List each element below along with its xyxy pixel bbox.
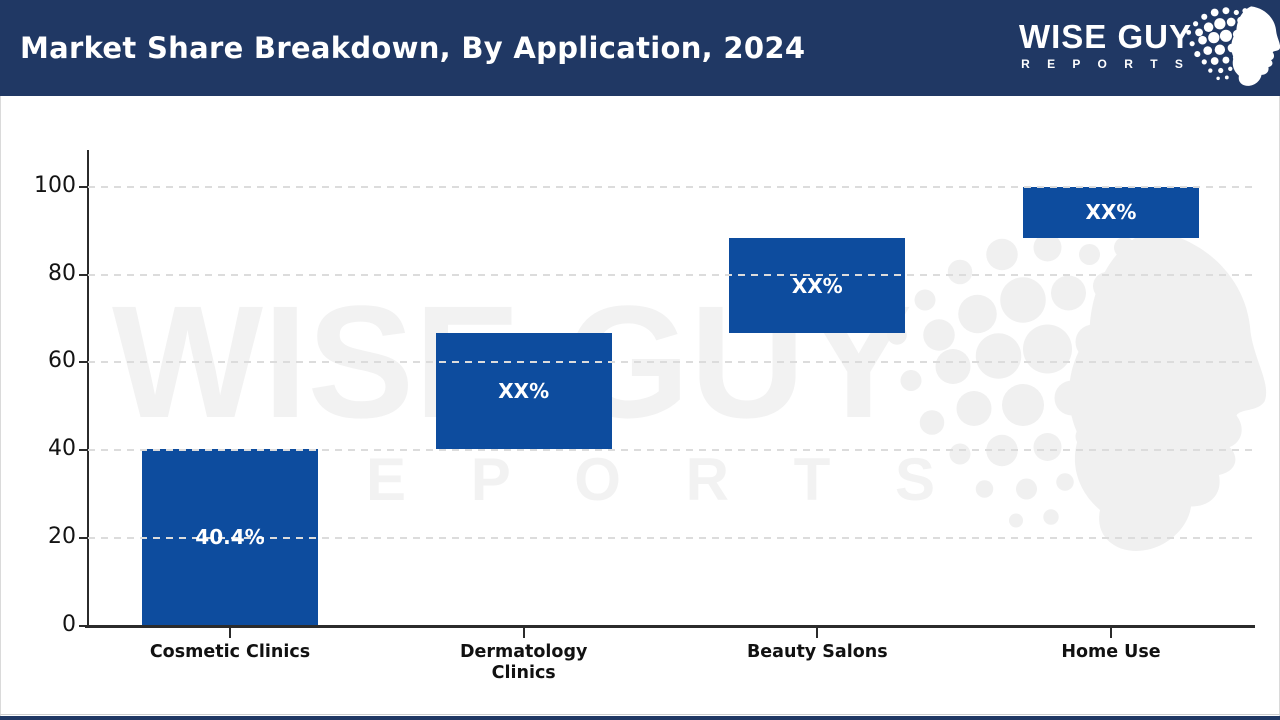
x-axis-line xyxy=(85,625,1255,628)
y-tick-label: 0 xyxy=(62,612,76,637)
bar-value-label: 40.4% xyxy=(195,525,265,550)
y-tick xyxy=(79,625,87,627)
page-border-left xyxy=(0,96,1,716)
logo-wordmark-line1: WISE GUY xyxy=(1018,18,1192,55)
brand-logo: WISE GUY R E P O R T S xyxy=(1010,0,1280,96)
waterfall-chart: 40.4% XX% XX% XX% 0 20 40 60 80 100 Cosmetic Clini… xyxy=(0,96,1280,720)
x-category-label: Home Use xyxy=(1061,642,1161,662)
y-tick xyxy=(79,273,87,276)
y-tick xyxy=(79,537,87,540)
y-gridline xyxy=(88,449,1258,452)
y-tick xyxy=(79,185,87,188)
y-tick-label: 20 xyxy=(48,524,76,550)
logo-face-icon xyxy=(1180,4,1280,92)
y-tick-label: 60 xyxy=(48,348,76,374)
y-gridline xyxy=(88,185,1258,188)
bar-value-label: XX% xyxy=(1085,200,1137,225)
y-axis-line xyxy=(87,150,89,628)
y-tick-label: 100 xyxy=(34,172,76,198)
x-tick xyxy=(816,628,819,638)
x-tick xyxy=(229,628,231,638)
x-category-label: Dermatology Clinics xyxy=(459,642,588,683)
footer-divider xyxy=(0,714,1280,715)
y-tick xyxy=(79,361,87,364)
x-category-label: Cosmetic Clinics xyxy=(149,642,311,662)
y-gridline xyxy=(88,273,1258,276)
x-category-label: Beauty Salons xyxy=(746,642,888,662)
header-bar: Market Share Breakdown, By Application, … xyxy=(0,0,1280,96)
bar-segment xyxy=(1023,186,1199,239)
y-gridline xyxy=(88,537,1258,540)
y-gridline xyxy=(88,361,1258,364)
bar-segment xyxy=(435,333,612,449)
x-tick xyxy=(522,628,525,638)
page-title: Market Share Breakdown, By Application, … xyxy=(20,31,806,65)
footer-strip xyxy=(0,716,1280,720)
logo-wordmark-line2: R E P O R T S xyxy=(1021,57,1190,71)
bar-value-label: XX% xyxy=(791,273,843,298)
bar-segment xyxy=(729,238,906,334)
bar-value-label: XX% xyxy=(498,379,550,404)
y-tick-label: 80 xyxy=(48,260,76,286)
watermark-subtitle: R E P O R T S xyxy=(258,446,959,513)
x-tick xyxy=(1110,628,1112,638)
y-tick-label: 40 xyxy=(48,436,76,462)
logo-wordmark: WISE GUY R E P O R T S xyxy=(1018,18,1192,72)
y-tick xyxy=(79,449,87,452)
